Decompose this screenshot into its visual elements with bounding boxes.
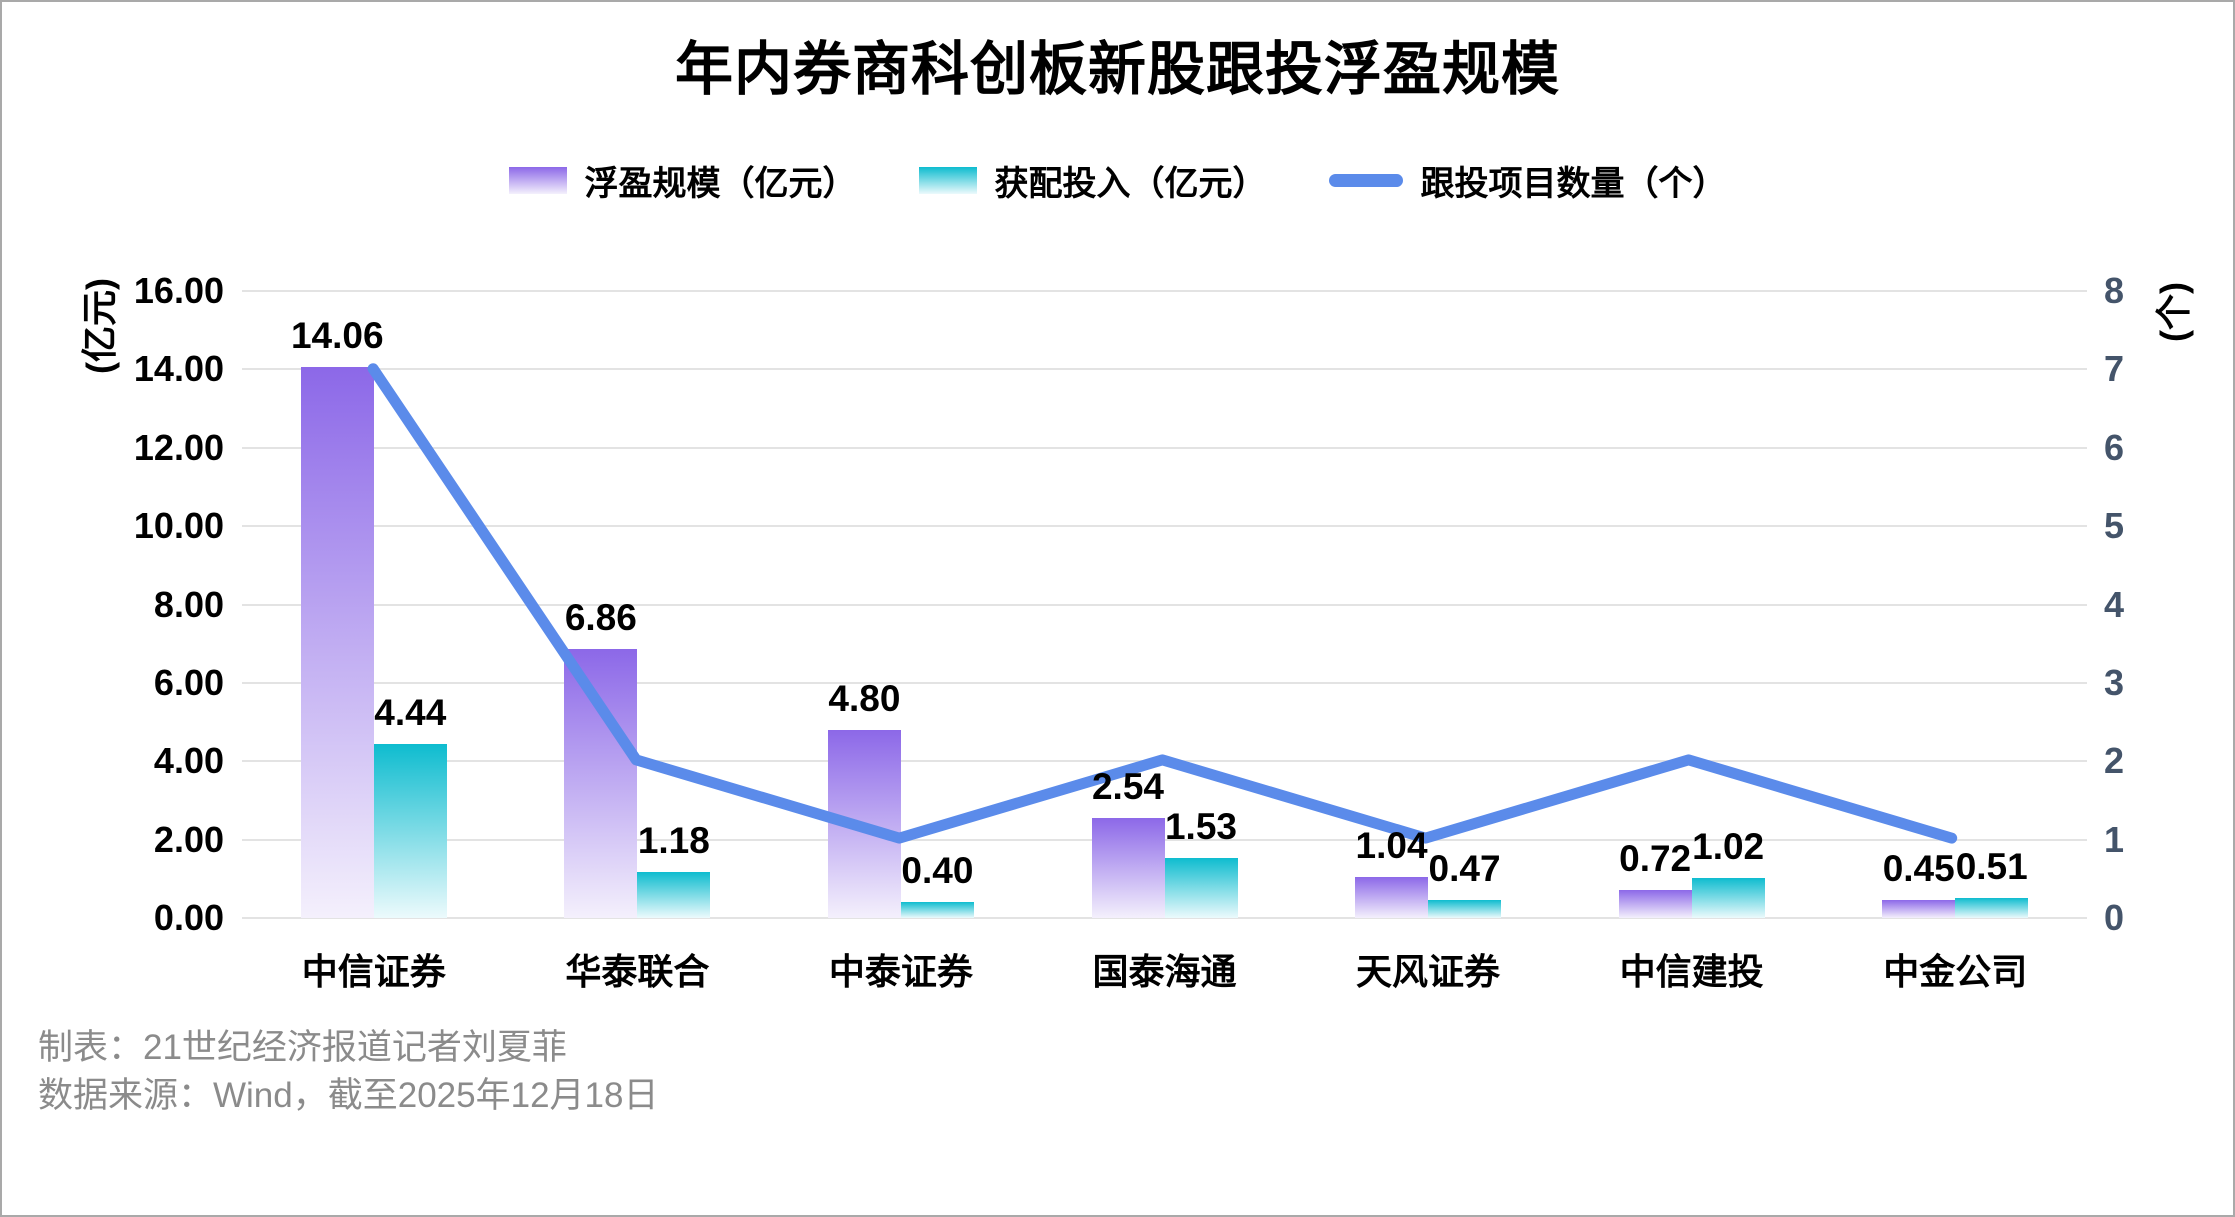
right-axis-tick-6: 6: [2104, 426, 2125, 468]
bar-s0-天风证券: [1355, 877, 1429, 918]
footer: 制表：21世纪经济报道记者刘夏菲 数据来源：Wind，截至2025年12月18日: [38, 1024, 658, 1120]
right-axis-tick-5: 5: [2104, 505, 2125, 547]
invested-bar-swatch-icon: [918, 166, 977, 194]
bar-s0-中泰证券: [827, 729, 901, 918]
profit-bar-swatch-icon: [508, 166, 567, 194]
gridline-0: [242, 917, 2087, 919]
category-label-天风证券: 天风证券: [1356, 951, 1501, 992]
legend-item-count: 跟投项目数量（个）: [1328, 156, 1727, 205]
bar-s1-天风证券: [1428, 899, 1502, 918]
bar-s1-华泰联合: [637, 871, 711, 918]
legend-label-invested: 获配投入（亿元）: [994, 164, 1267, 203]
gridline-6: [242, 681, 2087, 684]
left-axis-tick-4: 4.00: [153, 740, 224, 782]
legend-label-count: 跟投项目数量（个）: [1420, 164, 1727, 203]
gridline-8: [242, 603, 2087, 606]
bar-s1-中泰证券: [900, 902, 974, 918]
left-axis-tick-10: 10.00: [133, 505, 224, 547]
bar-s1-中金公司: [1955, 898, 2029, 918]
category-label-中泰证券: 中泰证券: [828, 951, 973, 992]
category-label-中金公司: 中金公司: [1883, 951, 2028, 992]
category-label-中信建投: 中信建投: [1619, 951, 1764, 992]
left-axis-tick-8: 8.00: [153, 583, 224, 625]
chart-title: 年内券商科创板新股跟投浮盈规模: [674, 37, 1560, 102]
gridline-2: [242, 838, 2087, 841]
bar-s1-中信建投: [1691, 878, 1765, 918]
bar-s0-中信证券: [300, 367, 374, 918]
left-axis-tick-14: 14.00: [133, 348, 224, 390]
left-axis-tick-12: 12.00: [133, 426, 224, 468]
footer-credit: 制表：21世纪经济报道记者刘夏菲: [38, 1028, 567, 1067]
gridline-16: [242, 290, 2087, 292]
right-axis-tick-0: 0: [2104, 897, 2125, 938]
right-axis-tick-4: 4: [2104, 583, 2125, 625]
right-axis-tick-2: 2: [2104, 740, 2125, 782]
bar-s0-国泰海通: [1091, 818, 1165, 918]
legend-item-invested: 获配投入（亿元）: [918, 156, 1267, 205]
right-axis-tick-1: 1: [2104, 818, 2125, 860]
category-label-华泰联合: 华泰联合: [565, 951, 710, 992]
bar-s1-国泰海通: [1164, 858, 1238, 918]
right-axis-tick-8: 8: [2104, 270, 2125, 311]
left-axis-tick-0: 0.00: [153, 897, 224, 938]
left-axis-tick-2: 2.00: [153, 818, 224, 860]
gridline-12: [242, 446, 2087, 449]
legend: 浮盈规模（亿元） 获配投入（亿元） 跟投项目数量（个）: [2, 150, 2233, 210]
gridline-10: [242, 525, 2087, 528]
right-axis-tick-7: 7: [2104, 348, 2125, 390]
footer-source: 数据来源：Wind，截至2025年12月18日: [38, 1076, 659, 1115]
legend-label-profit: 浮盈规模（亿元）: [584, 164, 857, 203]
legend-item-profit: 浮盈规模（亿元）: [508, 156, 857, 205]
left-axis-tick-16: 16.00: [133, 270, 224, 311]
category-label-国泰海通: 国泰海通: [1092, 951, 1237, 992]
bar-s0-中信建投: [1618, 889, 1692, 918]
bar-s0-中金公司: [1882, 900, 1956, 918]
category-label-中信证券: 中信证券: [301, 951, 446, 992]
bar-s1-中信证券: [373, 744, 447, 918]
bar-s0-华泰联合: [564, 649, 638, 918]
right-axis-tick-3: 3: [2104, 661, 2125, 703]
gridline-14: [242, 368, 2087, 371]
left-axis-tick-6: 6.00: [153, 661, 224, 703]
gridline-4: [242, 760, 2087, 763]
count-line-swatch-icon: [1328, 173, 1403, 187]
